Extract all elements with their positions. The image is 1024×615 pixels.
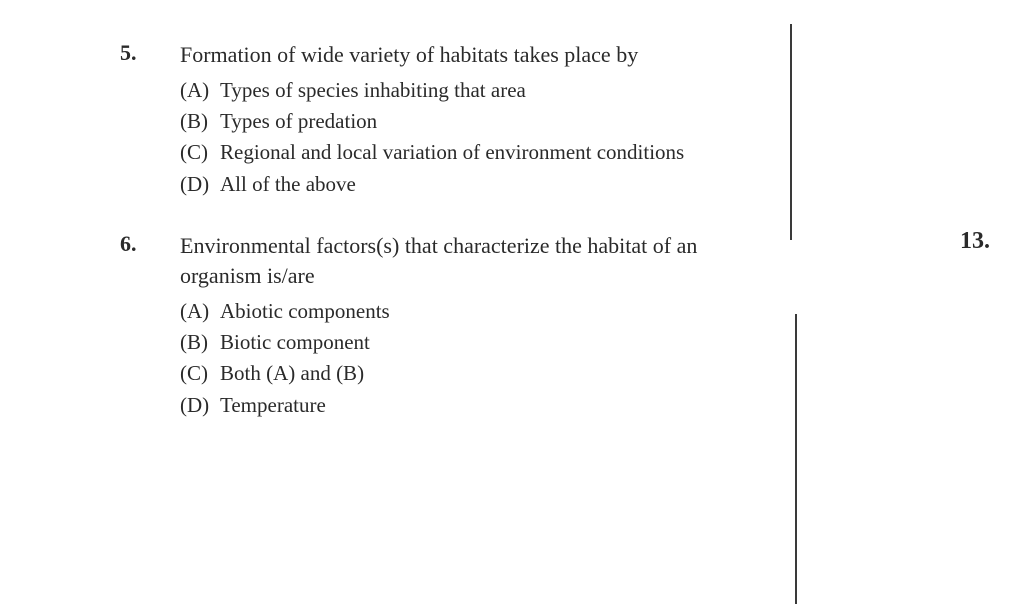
option-label: (C) <box>180 138 220 167</box>
side-question-number: 13. <box>960 228 990 255</box>
page-content: 5. Formation of wide variety of habitats… <box>120 40 760 452</box>
question-number: 5. <box>120 40 156 66</box>
option-d: (D) Temperature <box>180 391 760 420</box>
option-a: (A) Abiotic components <box>180 297 760 326</box>
vertical-bar-bottom <box>795 314 797 604</box>
option-a: (A) Types of species inhabiting that are… <box>180 76 760 105</box>
option-text: Biotic component <box>220 328 760 357</box>
option-label: (A) <box>180 76 220 105</box>
vertical-bar-top <box>790 24 792 240</box>
question-6: 6. Environmental factors(s) that charact… <box>120 231 760 420</box>
option-b: (B) Types of predation <box>180 107 760 136</box>
option-c: (C) Regional and local variation of envi… <box>180 138 760 167</box>
option-text: Types of predation <box>220 107 760 136</box>
question-number: 6. <box>120 231 156 257</box>
question-stem: Formation of wide variety of habitats ta… <box>180 40 760 70</box>
option-label: (D) <box>180 391 220 420</box>
option-b: (B) Biotic component <box>180 328 760 357</box>
option-label: (A) <box>180 297 220 326</box>
option-text: Abiotic components <box>220 297 760 326</box>
option-label: (B) <box>180 107 220 136</box>
option-label: (D) <box>180 170 220 199</box>
option-text: Both (A) and (B) <box>220 359 760 388</box>
option-label: (C) <box>180 359 220 388</box>
option-text: Types of species inhabiting that area <box>220 76 760 105</box>
option-text: All of the above <box>220 170 760 199</box>
option-d: (D) All of the above <box>180 170 760 199</box>
option-text: Temperature <box>220 391 760 420</box>
option-c: (C) Both (A) and (B) <box>180 359 760 388</box>
question-5: 5. Formation of wide variety of habitats… <box>120 40 760 199</box>
option-text: Regional and local variation of environm… <box>220 138 760 167</box>
option-label: (B) <box>180 328 220 357</box>
question-stem: Environmental factors(s) that characteri… <box>180 231 760 290</box>
